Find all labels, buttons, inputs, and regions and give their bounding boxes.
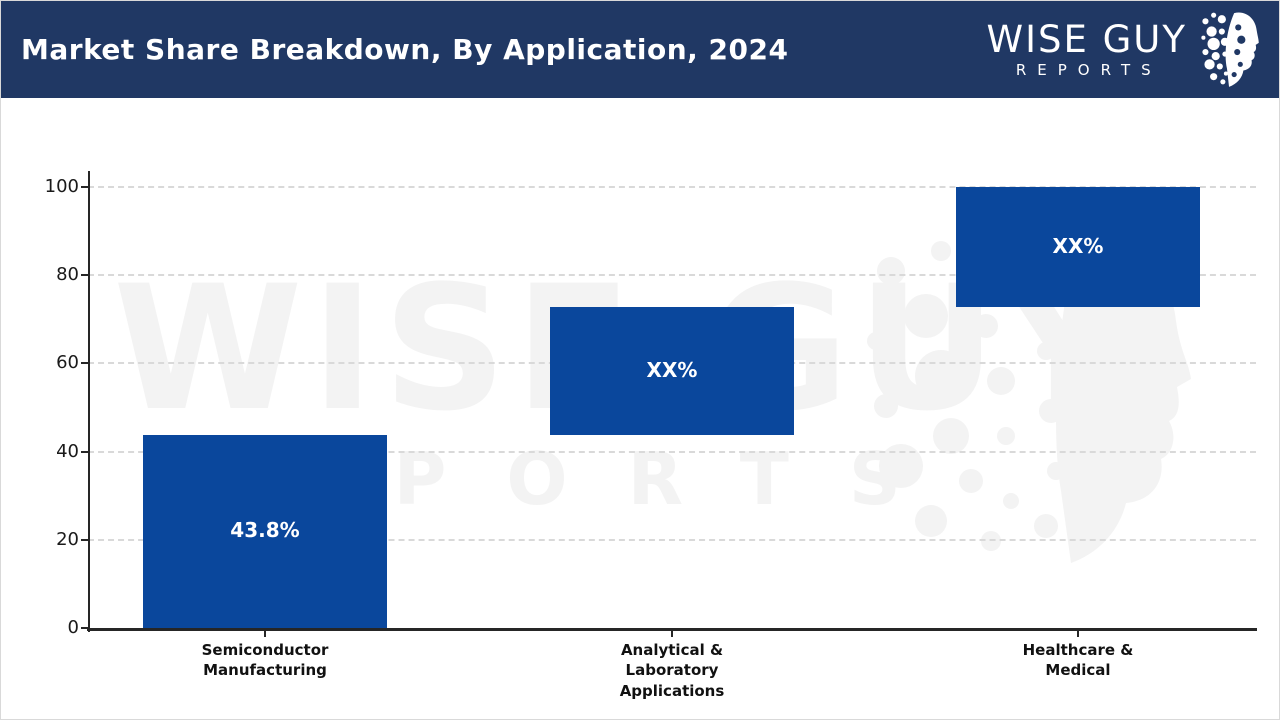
bar-value-label-1: XX% xyxy=(646,357,698,382)
logo-head-icon xyxy=(1201,12,1259,87)
x-category-label-1: Analytical & Laboratory Applications xyxy=(619,641,725,700)
logo-name-label: WISE GUY xyxy=(986,18,1187,61)
watermark-dotted-head-icon xyxy=(867,239,1191,563)
y-tick-mark-20 xyxy=(81,538,88,541)
bar-value-label-0: 43.8% xyxy=(230,518,300,543)
y-tick-label-80: 80 xyxy=(56,264,79,286)
y-axis-line xyxy=(88,171,90,632)
bar-segment-1: XX% xyxy=(550,306,794,435)
y-tick-label-0: 0 xyxy=(67,617,79,638)
y-tick-label-60: 60 xyxy=(56,352,79,374)
page-title: Market Share Breakdown, By Application, … xyxy=(21,33,789,66)
gridline-80 xyxy=(88,274,1256,277)
bar-segment-0: 43.8% xyxy=(143,434,387,628)
plot-area: 0 20 40 60 80 100 43.8% Semiconductor Manufactu… xyxy=(1,98,1279,719)
x-tick-mark-0 xyxy=(264,631,266,637)
y-tick-label-20: 20 xyxy=(56,528,79,550)
y-tick-mark-40 xyxy=(81,450,88,453)
y-tick-mark-100 xyxy=(81,186,88,188)
x-category-label-2: Healthcare & Medical xyxy=(1022,641,1134,680)
bar-value-label-2: XX% xyxy=(1052,233,1104,258)
x-tick-mark-2 xyxy=(1077,631,1079,637)
gridline-20 xyxy=(88,538,1256,541)
bar-segment-2: XX% xyxy=(956,187,1200,307)
y-tick-mark-80 xyxy=(81,274,88,277)
y-tick-mark-0 xyxy=(81,627,88,629)
header-bar: Market Share Breakdown, By Application, … xyxy=(1,1,1279,98)
logo-sub-label: REPORTS xyxy=(1015,61,1162,79)
y-tick-label-100: 100 xyxy=(44,176,79,197)
y-tick-label-40: 40 xyxy=(56,440,79,462)
gridline-100 xyxy=(88,186,1256,188)
wise-guy-reports-logo: WISE GUY REPORTS xyxy=(987,9,1267,91)
x-tick-mark-1 xyxy=(671,631,673,637)
gridline-40 xyxy=(88,450,1256,453)
y-tick-mark-60 xyxy=(81,362,88,365)
x-category-label-0: Semiconductor Manufacturing xyxy=(201,641,329,680)
logo-text: WISE GUY REPORTS xyxy=(987,21,1187,79)
x-axis-line xyxy=(87,628,1257,631)
